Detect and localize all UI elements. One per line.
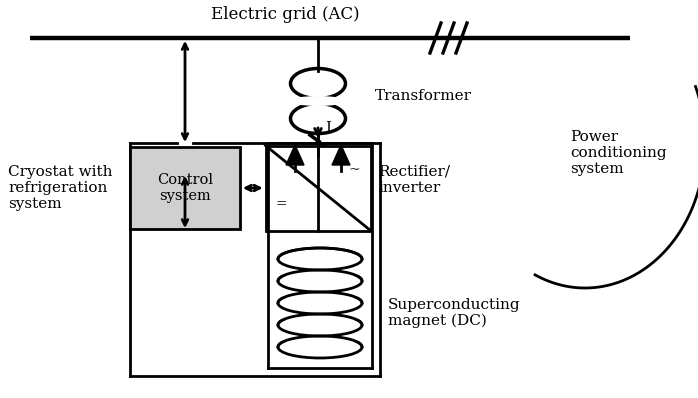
- Text: ~: ~: [349, 163, 360, 177]
- Ellipse shape: [278, 259, 362, 281]
- Text: Electric grid (AC): Electric grid (AC): [211, 6, 359, 23]
- Text: Cryostat with
refrigeration
system: Cryostat with refrigeration system: [8, 165, 112, 211]
- Ellipse shape: [278, 281, 362, 303]
- Ellipse shape: [278, 325, 362, 347]
- Text: Rectifier/
inverter: Rectifier/ inverter: [378, 165, 450, 195]
- Ellipse shape: [278, 303, 362, 325]
- Bar: [265, 146, 371, 230]
- Text: Superconducting
magnet (DC): Superconducting magnet (DC): [388, 298, 521, 328]
- Text: Transformer: Transformer: [375, 89, 472, 103]
- Bar: [130, 147, 240, 229]
- Polygon shape: [286, 145, 304, 165]
- Text: =: =: [276, 197, 287, 211]
- Ellipse shape: [290, 96, 346, 106]
- Polygon shape: [332, 145, 350, 165]
- Text: Control
system: Control system: [157, 173, 213, 203]
- Text: Power
conditioning
system: Power conditioning system: [570, 130, 667, 176]
- Text: I: I: [325, 121, 331, 135]
